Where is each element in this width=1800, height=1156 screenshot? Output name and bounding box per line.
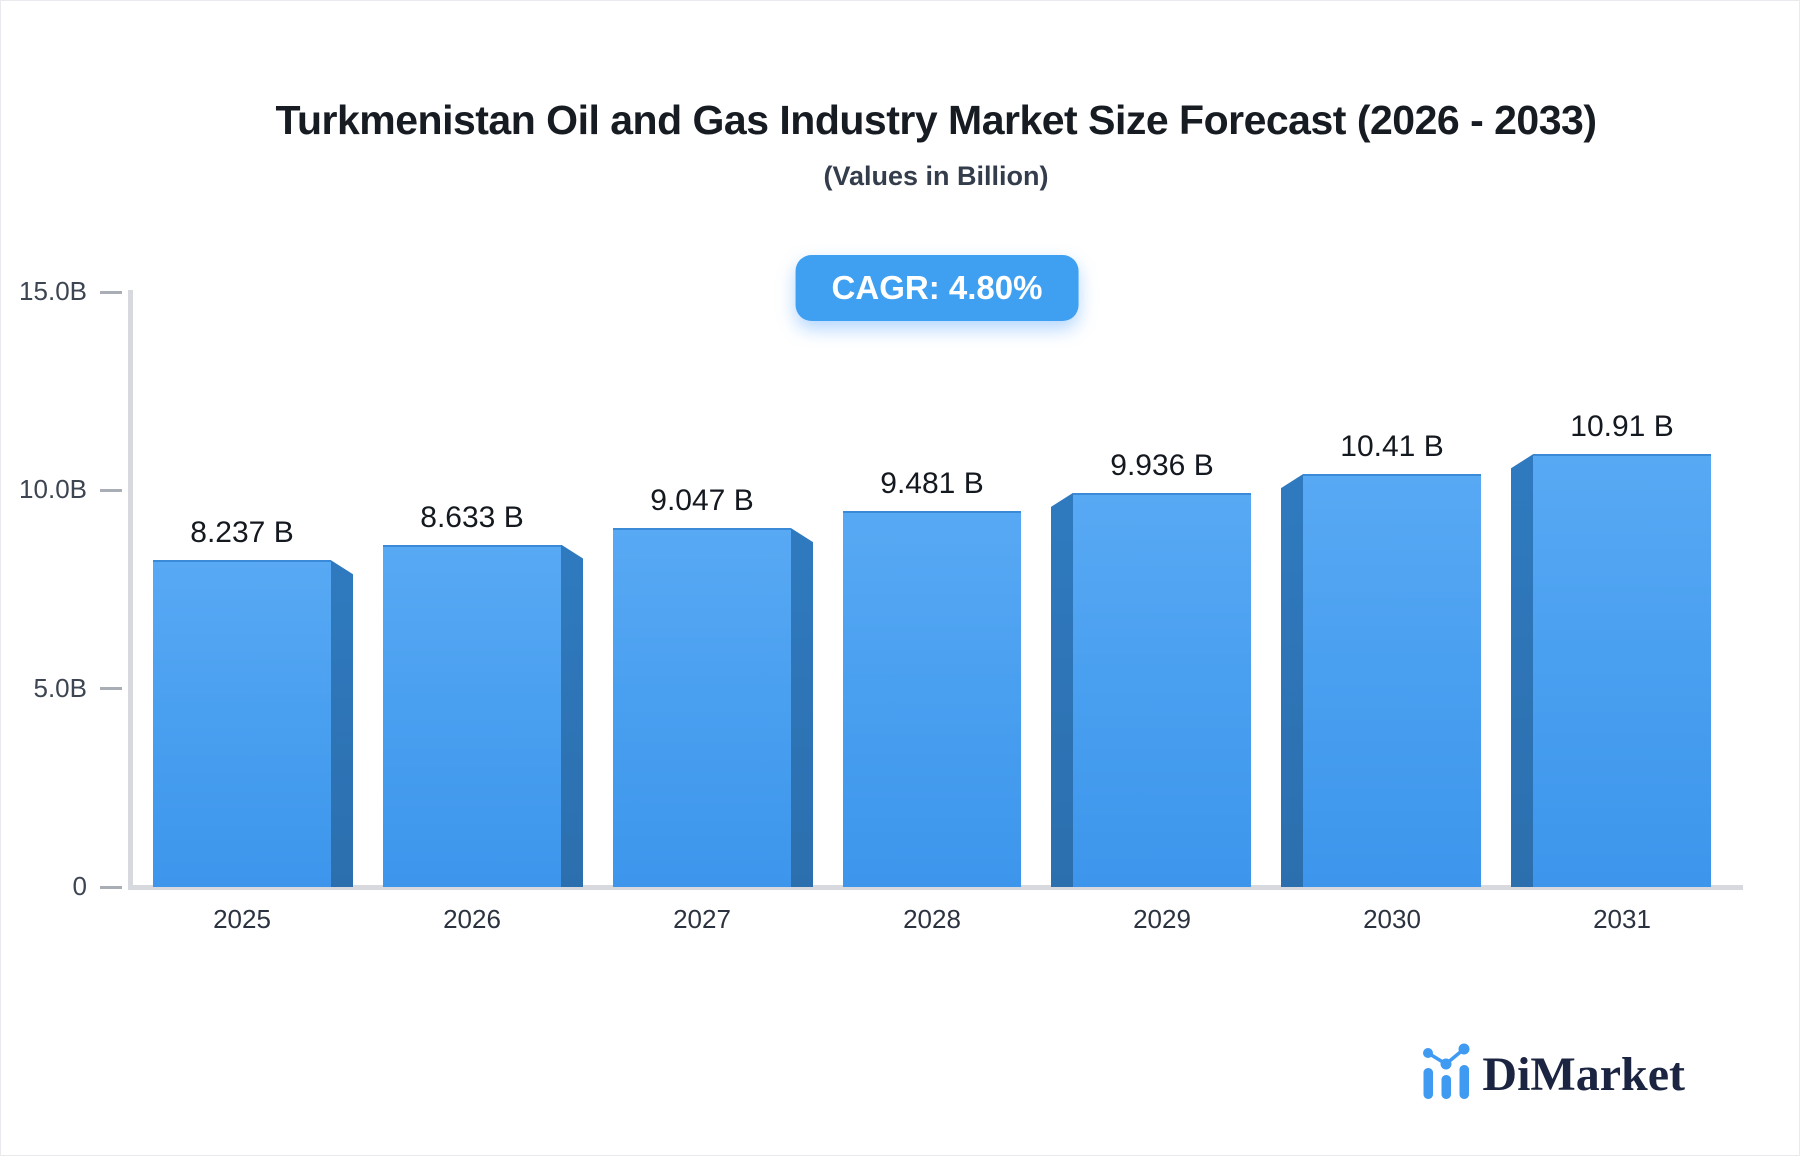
- cagr-badge: CAGR: 4.80%: [795, 255, 1079, 321]
- x-axis-label: 2027: [673, 904, 731, 934]
- x-axis-label: 2029: [1133, 904, 1191, 934]
- x-axis-baseline: [128, 885, 1743, 890]
- y-axis-tick-label: 5.0B: [33, 672, 88, 703]
- bar: [1533, 454, 1711, 887]
- bar-value-label: 9.936 B: [1110, 448, 1214, 482]
- bar: [613, 528, 791, 887]
- bar-value-label: 10.91 B: [1570, 410, 1674, 444]
- bar-3d-side: [561, 544, 583, 887]
- bar: [383, 544, 561, 887]
- bar-3d-side: [1281, 474, 1303, 887]
- x-axis-label: 2026: [443, 904, 501, 934]
- x-axis-label: 2025: [213, 904, 271, 934]
- bar: [1073, 492, 1251, 887]
- y-axis-tick-label: 0: [72, 871, 87, 901]
- brand-logo: DiMarket: [1422, 1039, 1685, 1099]
- bar: [1303, 474, 1481, 887]
- chart-title: Turkmenistan Oil and Gas Industry Market…: [275, 97, 1597, 143]
- y-axis-tick-mark: [100, 885, 122, 889]
- y-axis-line: [128, 290, 133, 887]
- mini-bar-chart-icon: [1423, 1043, 1470, 1099]
- x-axis-label: 2028: [903, 904, 961, 934]
- y-axis-tick-mark: [100, 488, 122, 492]
- brand-name: DiMarket: [1482, 1048, 1685, 1101]
- bar: [153, 560, 331, 887]
- x-axis-label: 2030: [1363, 904, 1421, 934]
- y-axis-tick-label: 15.0B: [19, 276, 87, 306]
- chart-subtitle: (Values in Billion): [823, 161, 1049, 191]
- bar-value-label: 9.047 B: [650, 484, 754, 518]
- bar-value-label: 9.481 B: [880, 466, 984, 500]
- bar-3d-side: [791, 528, 813, 887]
- y-axis-tick-mark: [100, 687, 122, 691]
- bar-3d-side: [1511, 454, 1533, 887]
- bar: [843, 510, 1021, 887]
- y-axis-tick-label: 10.0B: [19, 474, 87, 505]
- x-axis-label: 2031: [1593, 904, 1651, 934]
- bar-value-label: 10.41 B: [1340, 430, 1444, 464]
- bar-3d-side: [1051, 492, 1073, 887]
- bar-value-label: 8.633 B: [420, 500, 524, 534]
- bar-value-label: 8.237 B: [190, 516, 294, 550]
- bar-3d-side: [331, 560, 353, 887]
- y-axis-tick-mark: [100, 290, 122, 294]
